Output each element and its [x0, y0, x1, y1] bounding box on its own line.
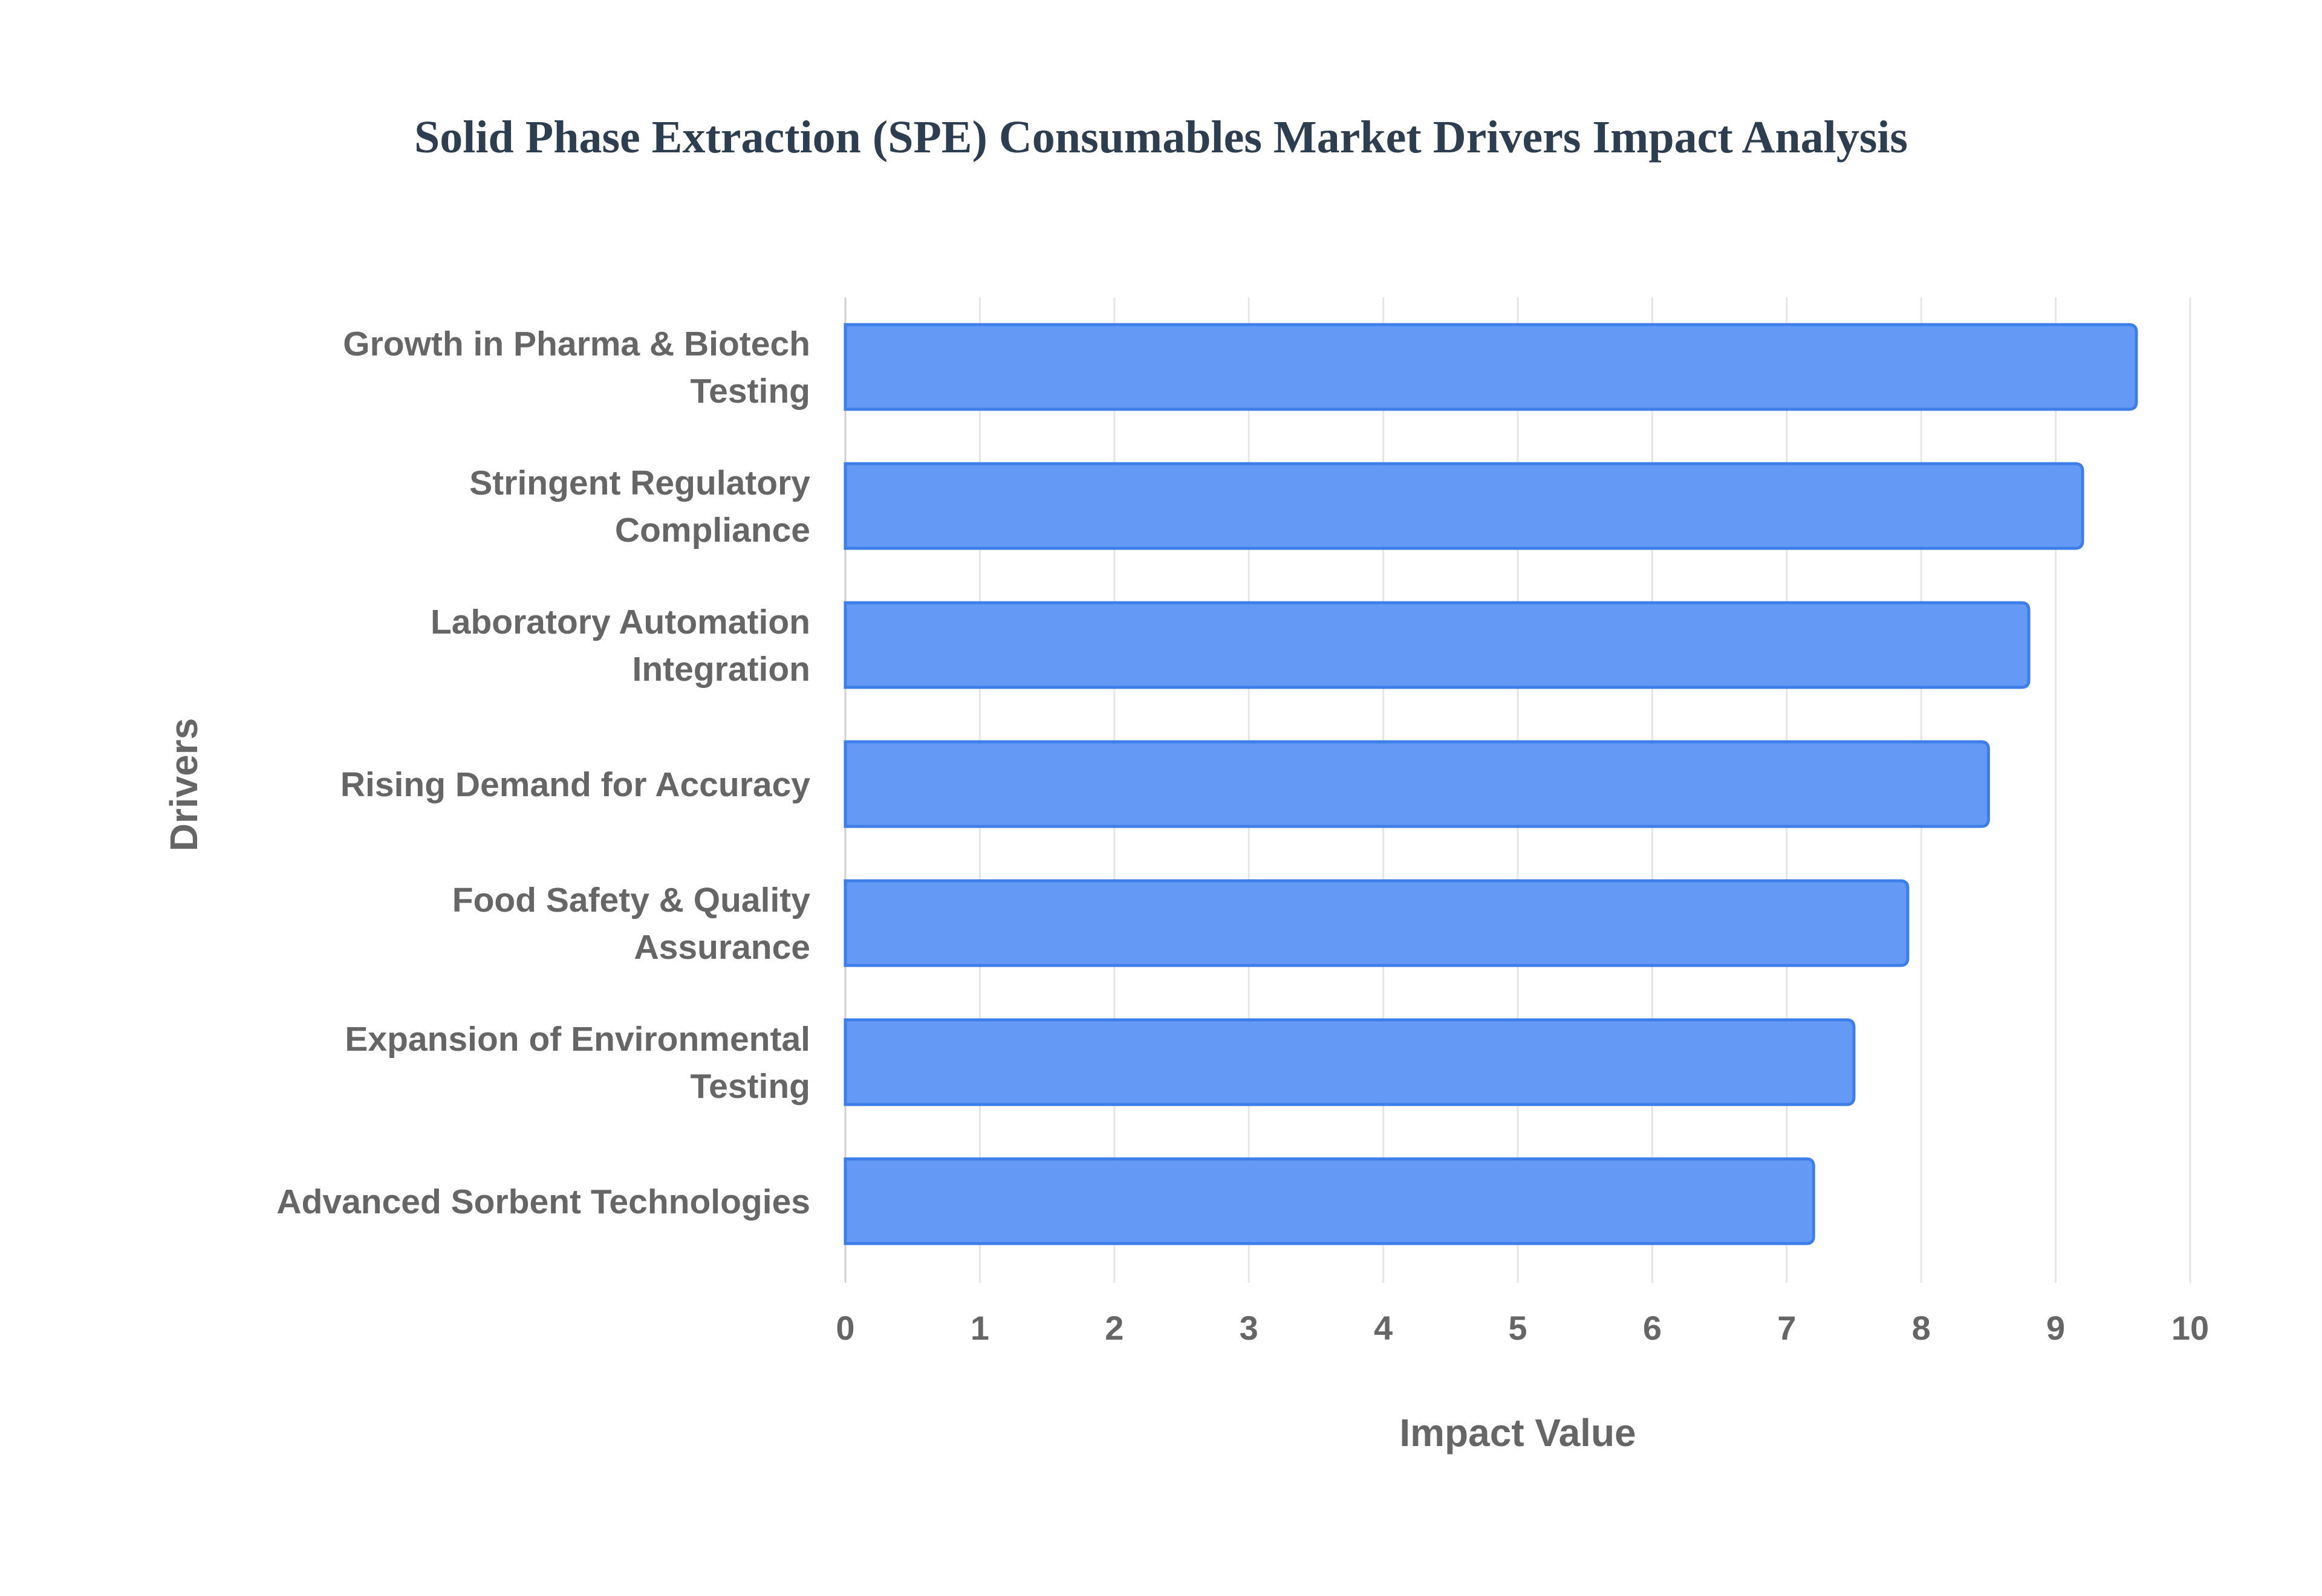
x-axis-title: Impact Value	[1399, 1411, 1636, 1455]
x-tick-label: 6	[1643, 1309, 1662, 1347]
x-tick-label: 9	[2046, 1309, 2065, 1347]
y-category-label: Expansion of Environmental Testing	[345, 1020, 810, 1106]
x-tick-label: 8	[1912, 1309, 1931, 1347]
bar[interactable]	[844, 879, 1910, 967]
y-category-label: Growth in Pharma & Biotech Testing	[343, 325, 810, 410]
bar[interactable]	[844, 323, 2138, 411]
y-category-label-line: Testing	[691, 1067, 810, 1106]
y-category-label: Rising Demand for Accuracy	[340, 765, 810, 804]
y-category-label-line: Compliance	[615, 511, 810, 550]
y-category-label-line: Stringent Regulatory	[469, 464, 810, 502]
y-axis-title: Drivers	[162, 718, 206, 852]
x-tick-label: 0	[836, 1309, 854, 1347]
chart-title: Solid Phase Extraction (SPE) Consumables…	[414, 112, 1908, 163]
bar[interactable]	[844, 740, 1990, 828]
bar[interactable]	[844, 1157, 1815, 1245]
y-category-label-line: Expansion of Environmental	[345, 1020, 810, 1059]
x-tick-label: 4	[1374, 1309, 1393, 1347]
y-category-label: Advanced Sorbent Technologies	[276, 1182, 810, 1221]
y-category-label: Food Safety & Quality Assurance	[452, 881, 811, 967]
y-category-label-line: Rising Demand for Accuracy	[340, 765, 810, 804]
y-category-label-line: Integration	[633, 650, 811, 689]
y-category-label-line: Advanced Sorbent Technologies	[276, 1182, 810, 1221]
x-tick-label: 1	[971, 1309, 989, 1347]
y-category-label-line: Food Safety & Quality	[452, 881, 811, 920]
bar[interactable]	[844, 1018, 1856, 1106]
y-category-label-line: Laboratory Automation	[431, 603, 810, 641]
bar[interactable]	[844, 601, 2031, 689]
x-tick-label: 10	[2171, 1309, 2209, 1347]
y-category-label: Stringent Regulatory Compliance	[469, 464, 810, 550]
y-category-label-line: Assurance	[634, 928, 811, 967]
y-category-label: Laboratory Automation Integration	[431, 603, 810, 689]
x-tick-label: 2	[1105, 1309, 1124, 1347]
x-tick-label: 7	[1777, 1309, 1796, 1347]
x-tick-label: 3	[1240, 1309, 1258, 1347]
y-category-label-line: Testing	[691, 372, 810, 410]
bar[interactable]	[844, 462, 2084, 550]
y-category-label-line: Growth in Pharma & Biotech	[343, 325, 810, 363]
x-tick-label: 5	[1508, 1309, 1527, 1347]
